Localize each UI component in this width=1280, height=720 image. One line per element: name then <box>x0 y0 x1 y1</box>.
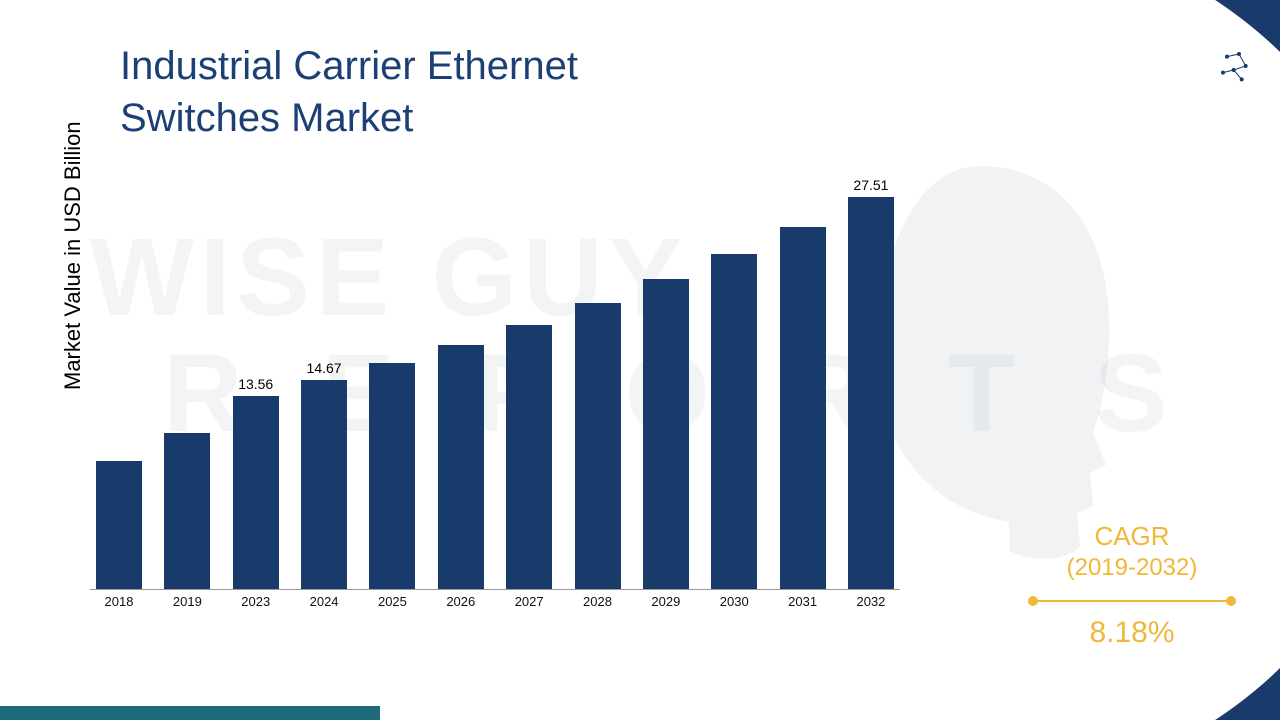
x-tick-label: 2032 <box>842 594 900 609</box>
x-tick-label: 2024 <box>295 594 353 609</box>
bar <box>506 325 552 590</box>
bar-wrap: 27.51 <box>842 177 900 590</box>
logo-head-icon <box>1196 34 1266 114</box>
bar <box>233 396 279 590</box>
cagr-divider <box>1032 600 1232 602</box>
bar-wrap <box>500 305 558 590</box>
bar-wrap <box>90 441 148 590</box>
bar <box>711 254 757 590</box>
bar-value-label: 13.56 <box>238 376 273 392</box>
bar-wrap: 13.56 <box>227 376 285 590</box>
bar-wrap <box>774 207 832 590</box>
chart-title: Industrial Carrier EthernetSwitches Mark… <box>120 40 578 144</box>
bottom-accent-bar <box>0 706 380 720</box>
bar-wrap <box>432 325 490 590</box>
bar <box>438 345 484 590</box>
x-tick-label: 2019 <box>158 594 216 609</box>
bar-wrap <box>363 343 421 590</box>
bar-wrap <box>637 259 695 590</box>
bar <box>780 227 826 590</box>
x-labels: 2018 2019 2023 2024 2025 2026 2027 2028 2029 2030… <box>90 594 900 609</box>
bar <box>301 380 347 590</box>
bar <box>643 279 689 590</box>
brand-logo: WISE GUY REPORTS <box>1078 38 1260 91</box>
x-tick-label: 2025 <box>363 594 421 609</box>
bar <box>96 461 142 590</box>
bar-wrap: 14.67 <box>295 360 353 590</box>
x-tick-label: 2030 <box>705 594 763 609</box>
bar <box>369 363 415 590</box>
bar <box>164 433 210 590</box>
bar-value-label: 27.51 <box>853 177 888 193</box>
y-axis-label: Market Value in USD Billion <box>60 121 86 390</box>
x-tick-label: 2029 <box>637 594 695 609</box>
cagr-block: CAGR (2019-2032) 8.18% <box>1022 521 1242 650</box>
x-tick-label: 2023 <box>227 594 285 609</box>
cagr-title: CAGR <box>1022 521 1242 552</box>
cagr-value: 8.18% <box>1022 616 1242 650</box>
bars-container: 13.5614.6727.51 <box>90 190 900 590</box>
bar-value-label: 14.67 <box>307 360 342 376</box>
bar-wrap <box>569 283 627 590</box>
x-tick-label: 2018 <box>90 594 148 609</box>
x-tick-label: 2026 <box>432 594 490 609</box>
x-tick-label: 2028 <box>569 594 627 609</box>
bar <box>848 197 894 590</box>
x-tick-label: 2027 <box>500 594 558 609</box>
x-tick-label: 2031 <box>774 594 832 609</box>
bar-wrap <box>158 413 216 590</box>
chart-canvas: WISE GUY R E P O R T S Industrial Carrie… <box>0 0 1280 720</box>
bar <box>575 303 621 590</box>
x-axis-line <box>90 589 900 590</box>
bar-wrap <box>705 234 763 590</box>
chart-area: 13.5614.6727.51 <box>90 190 900 590</box>
cagr-period: (2019-2032) <box>1022 554 1242 582</box>
